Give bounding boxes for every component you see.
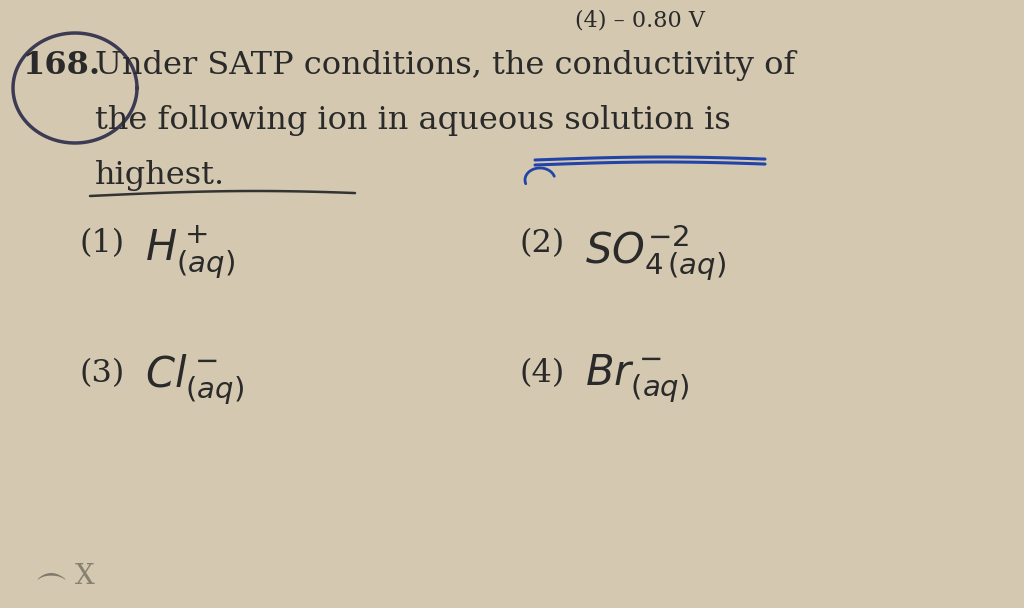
Text: the following ion in aqueous solution is: the following ion in aqueous solution is [95,105,731,136]
Text: Under SATP conditions, the conductivity of: Under SATP conditions, the conductivity … [95,50,796,81]
Text: (4): (4) [520,358,565,389]
Text: (3): (3) [80,358,125,389]
Text: $Br^-_{(aq)}$: $Br^-_{(aq)}$ [585,353,689,405]
Text: 168.: 168. [22,50,100,81]
Text: $\frown$: $\frown$ [30,559,68,588]
Text: $SO^{-2}_{4\,(aq)}$: $SO^{-2}_{4\,(aq)}$ [585,223,726,283]
Text: (2): (2) [520,228,565,259]
Text: highest.: highest. [95,160,225,191]
Text: (1): (1) [80,228,125,259]
Text: $H^+_{(aq)}$: $H^+_{(aq)}$ [145,223,234,280]
Text: $Cl^-_{(aq)}$: $Cl^-_{(aq)}$ [145,353,245,407]
Text: X: X [75,563,95,590]
Text: (4) – 0.80 V: (4) – 0.80 V [575,10,705,32]
